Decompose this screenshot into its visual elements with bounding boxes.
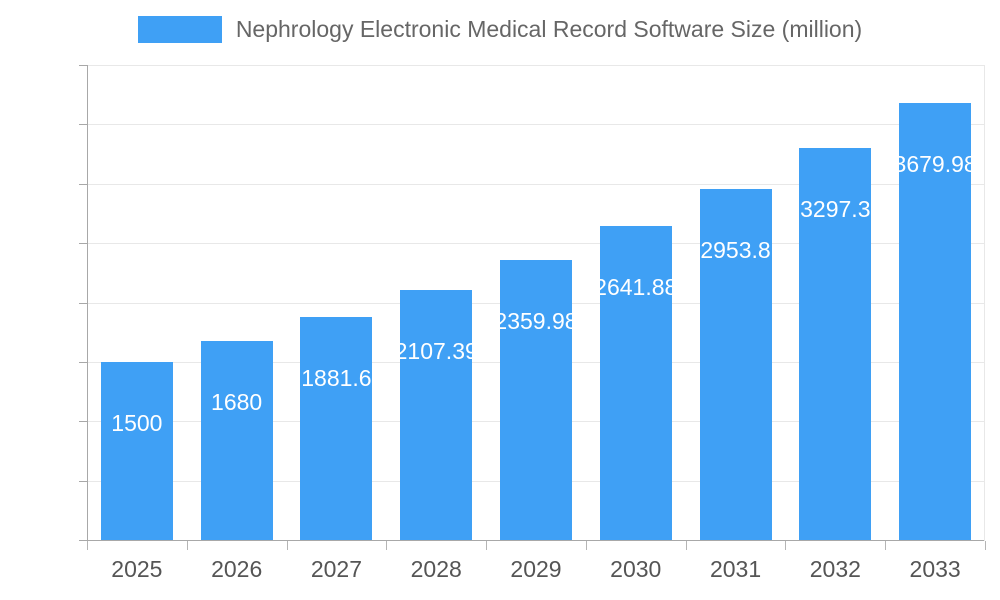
x-axis-tick-label: 2033	[909, 556, 961, 582]
x-axis-tick-label: 2025	[111, 556, 163, 582]
x-axis-tick-label: 2030	[610, 556, 662, 582]
bar[interactable]	[300, 316, 373, 540]
x-axis-tick-mark	[985, 541, 986, 550]
gridline	[87, 124, 985, 126]
x-axis-tick-label: 2026	[211, 556, 263, 582]
legend-item-series-0[interactable]: Nephrology Electronic Medical Record Sof…	[137, 15, 863, 43]
gridline	[87, 65, 985, 66]
bar[interactable]	[699, 189, 772, 540]
bar-slot: 2107.39	[386, 65, 486, 540]
bar-value-label: 1680	[211, 388, 263, 415]
x-axis-tick-mark	[685, 541, 687, 550]
plot-right-border	[984, 65, 985, 541]
legend-label: Nephrology Electronic Medical Record Sof…	[235, 15, 863, 42]
bar-value-label: 3679.98	[893, 151, 977, 177]
x-axis-tick-label: 2028	[410, 556, 462, 582]
y-axis-tick-mark	[79, 421, 87, 423]
bar-slot: 2359.98	[486, 65, 586, 540]
bar-slot: 3679.98	[885, 65, 985, 540]
bar[interactable]	[100, 361, 173, 540]
bar[interactable]	[599, 226, 672, 540]
y-axis-tick-mark	[79, 65, 87, 66]
y-axis-tick-mark	[79, 243, 87, 245]
bar-value-label: 2953.8	[700, 237, 771, 264]
bar-slot: 2641.88	[586, 65, 686, 540]
bar[interactable]	[799, 148, 872, 540]
bar[interactable]	[499, 259, 572, 540]
y-axis-tick-mark	[79, 361, 87, 363]
bar-slot: 1881.6	[287, 65, 387, 540]
x-axis-tick-label: 2031	[709, 556, 762, 582]
bar-value-label: 1500	[111, 409, 163, 436]
gridline	[87, 183, 985, 185]
x-axis-tick-mark	[186, 541, 188, 550]
x-axis-tick-mark	[386, 541, 388, 550]
bar-slot: 1680	[187, 65, 287, 540]
bar-slot: 3297.3	[785, 65, 885, 540]
gridline	[87, 243, 985, 245]
y-axis-tick-mark	[79, 302, 87, 304]
bar-slot: 2953.8	[686, 65, 786, 540]
bar-value-label: 2641.88	[594, 274, 678, 301]
x-axis-tick-mark	[585, 541, 587, 550]
bar[interactable]	[200, 340, 273, 540]
legend-swatch-icon	[137, 15, 222, 43]
x-axis-tick-mark	[486, 541, 488, 550]
x-axis-tick-mark	[87, 541, 88, 550]
bar-value-label: 2107.39	[394, 337, 478, 364]
x-axis-tick-label: 2029	[510, 556, 562, 582]
y-axis-tick-mark	[79, 480, 87, 482]
x-axis-tick-label: 2032	[809, 556, 861, 582]
x-axis-tick-label: 2027	[310, 556, 363, 582]
bar[interactable]	[899, 103, 972, 540]
y-axis-tick-mark	[79, 124, 87, 126]
x-axis-tick-mark	[785, 541, 787, 550]
y-axis-tick-mark	[79, 183, 87, 185]
y-axis-line	[87, 65, 88, 541]
bar-value-label: 2359.98	[494, 307, 578, 334]
bar-series: 1500 1680 1881.6 2107.39 2359.98 2641.88 2953.…	[87, 65, 985, 540]
y-axis-tick-mark	[79, 540, 87, 541]
chart-legend: Nephrology Electronic Medical Record Sof…	[0, 0, 1000, 58]
bar-slot: 1500	[87, 65, 187, 540]
bar-value-label: 1881.6	[301, 364, 372, 391]
bar[interactable]	[400, 289, 473, 540]
x-axis-line	[87, 540, 985, 541]
x-axis-tick-mark	[286, 541, 288, 550]
x-axis-tick-mark	[885, 541, 887, 550]
bar-value-label: 3297.3	[800, 196, 871, 223]
